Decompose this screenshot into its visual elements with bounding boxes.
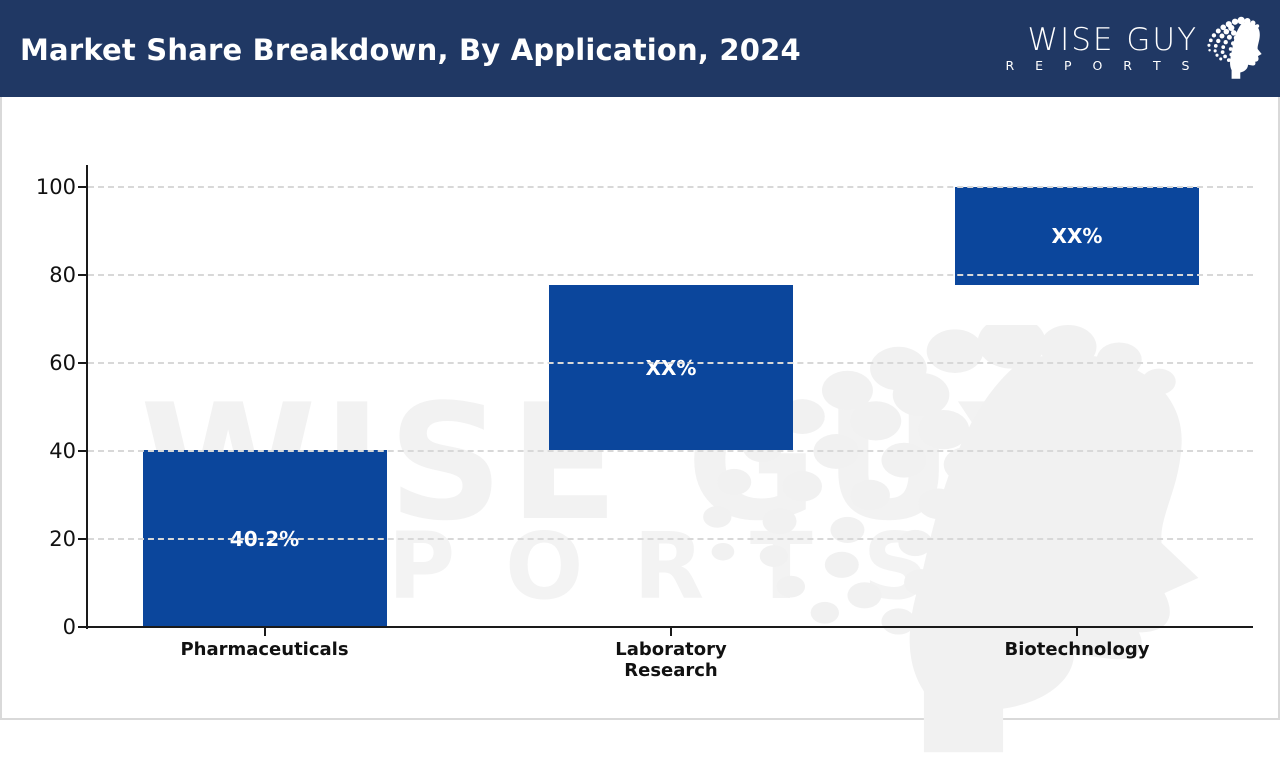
x-category-label-2: Biotechnology	[1004, 639, 1150, 660]
y-tick-0	[78, 626, 86, 628]
gridline-80	[88, 274, 1253, 276]
y-tick-label-60: 60	[49, 351, 76, 375]
x-axis-spine	[86, 626, 1253, 628]
chart-title: Market Share Breakdown, By Application, …	[20, 32, 801, 67]
header-bar: Market Share Breakdown, By Application, …	[0, 0, 1280, 97]
wiseguy-logo: WISE GUY R E P O R T S	[1005, 12, 1266, 86]
y-tick-label-0: 0	[62, 615, 76, 639]
gridline-100	[88, 186, 1253, 188]
y-tick-label-100: 100	[35, 175, 76, 199]
y-tick-20	[78, 538, 86, 540]
y-tick-100	[78, 186, 86, 188]
bar-value-label: XX%	[1051, 224, 1103, 249]
x-tick-1	[670, 628, 672, 636]
y-tick-60	[78, 362, 86, 364]
gridline-40	[88, 450, 1253, 452]
x-tick-0	[263, 628, 266, 636]
x-tick-2	[1076, 628, 1078, 636]
x-category-label-0: Pharmaceuticals	[180, 639, 349, 660]
dotted-head-logo-icon	[1207, 16, 1262, 79]
x-category-label-1: Laboratory Research	[615, 639, 727, 681]
logo-text: WISE GUY R E P O R T S	[1005, 24, 1198, 74]
y-tick-label-80: 80	[49, 263, 76, 287]
logo-wordmark: WISE GUY	[1027, 21, 1198, 58]
y-tick-label-40: 40	[49, 439, 76, 463]
y-tick-label-20: 20	[49, 527, 76, 551]
gridline-60	[88, 362, 1253, 364]
logo-subtext: R E P O R T S	[1005, 58, 1198, 74]
gridline-20	[88, 538, 1253, 540]
bar-biotechnology: XX%	[955, 187, 1199, 286]
y-axis-spine	[86, 165, 88, 629]
y-tick-80	[78, 274, 86, 276]
bar-value-label: XX%	[645, 355, 697, 380]
bar-laboratory-research: XX%	[549, 285, 793, 451]
y-tick-40	[78, 450, 86, 452]
